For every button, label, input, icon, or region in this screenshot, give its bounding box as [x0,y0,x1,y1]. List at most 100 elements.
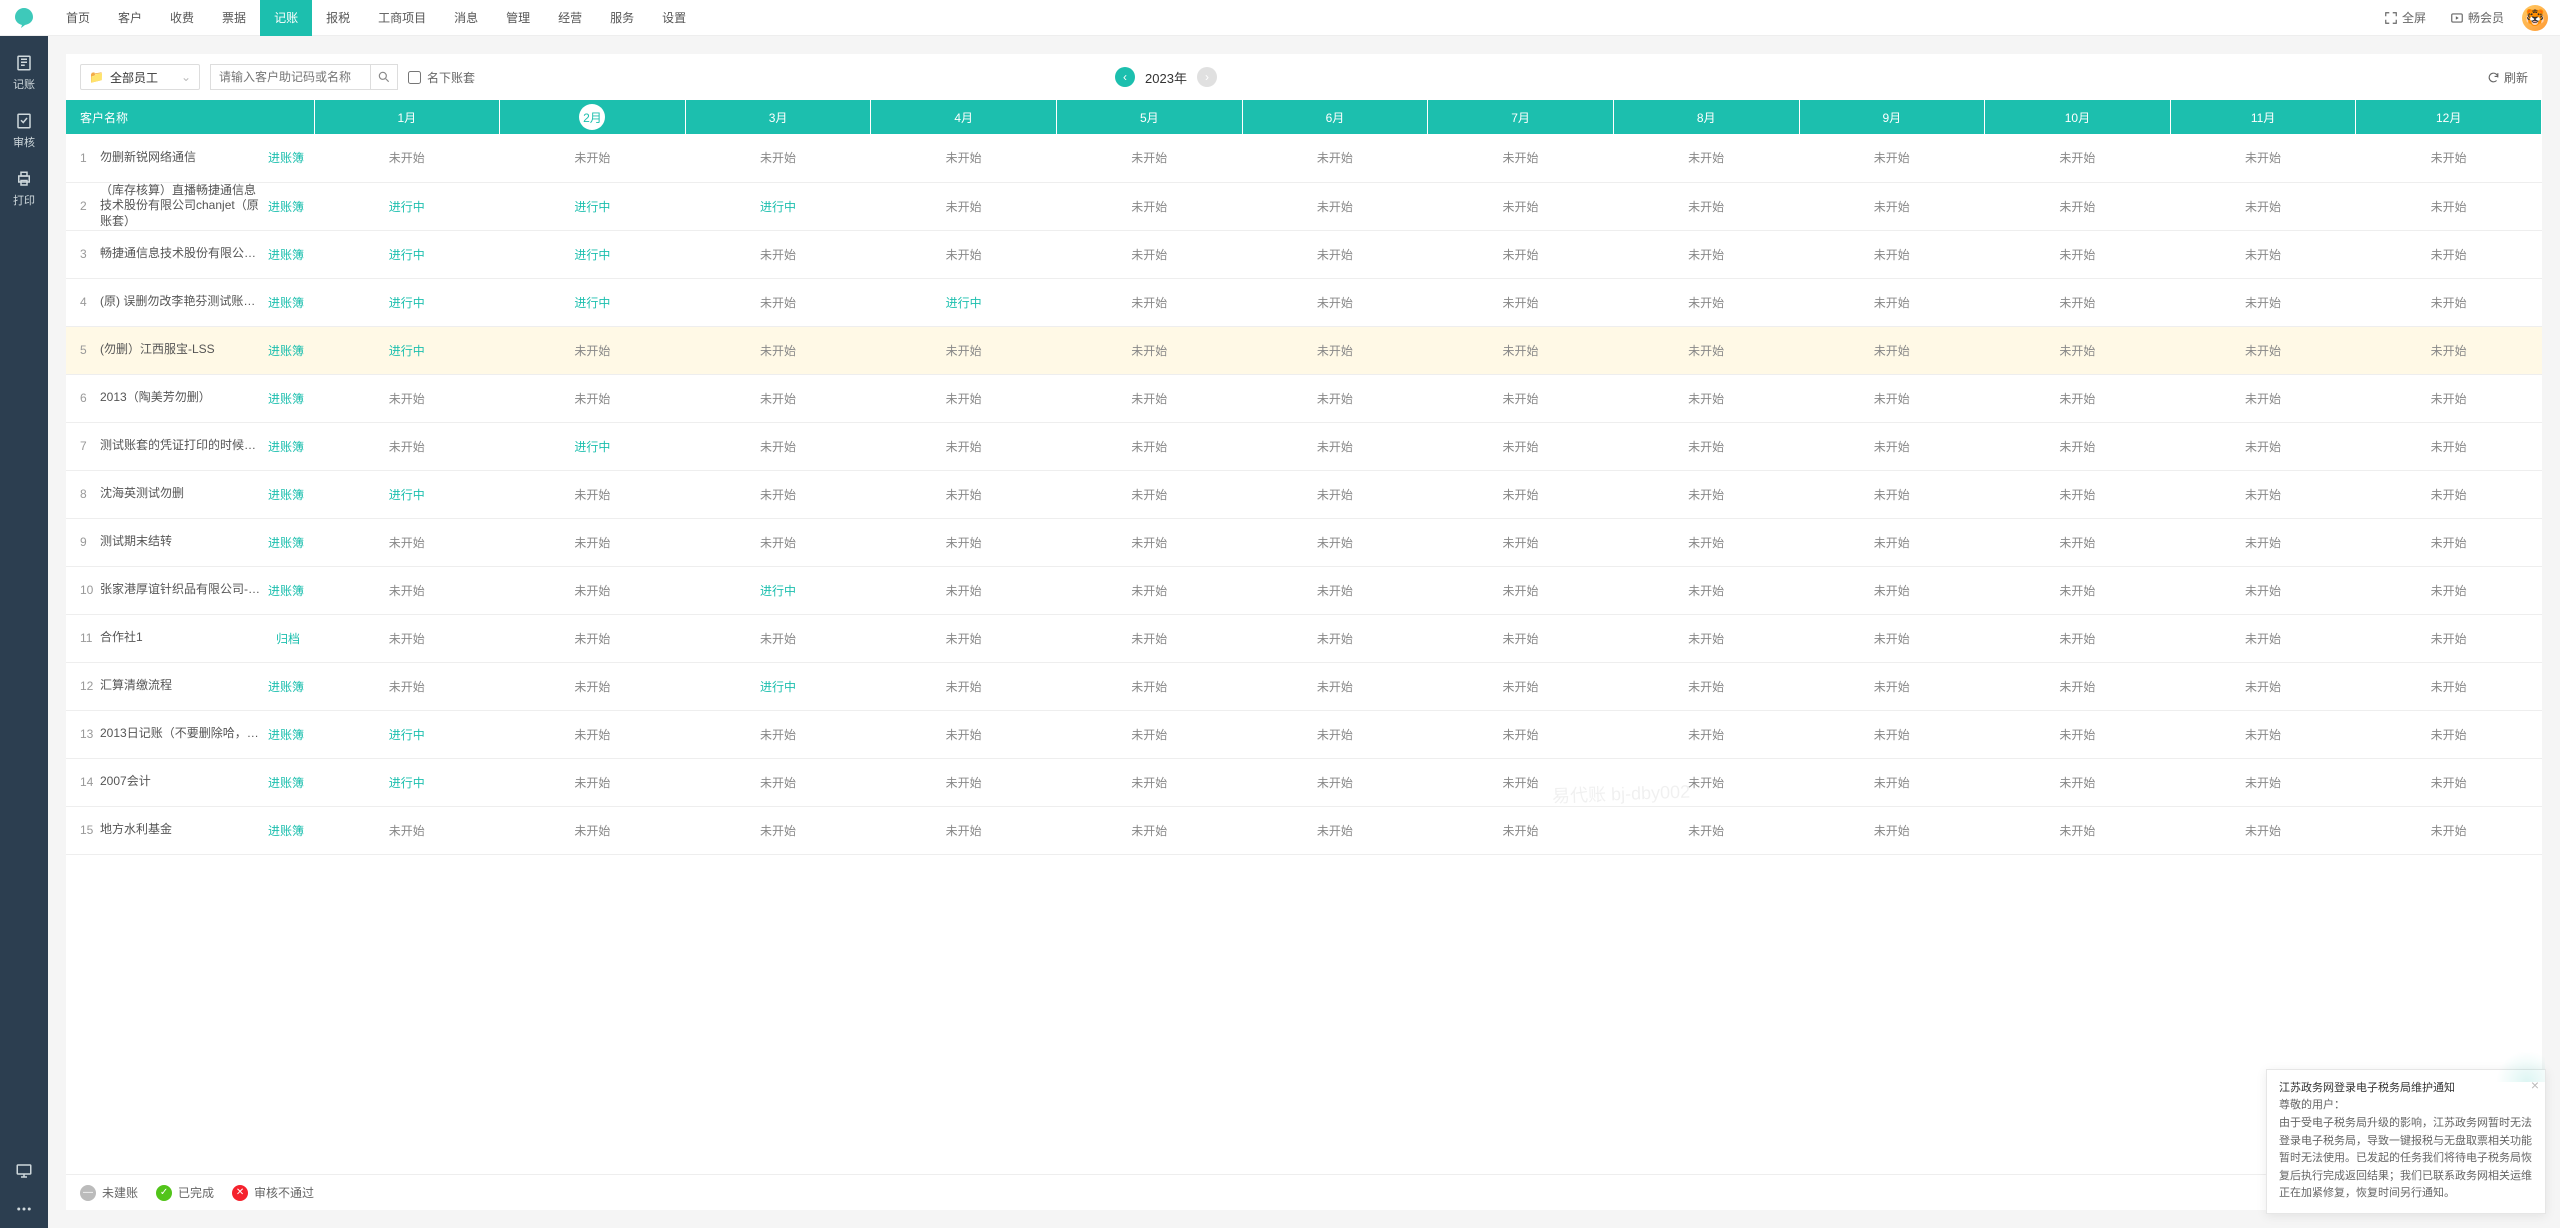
status-cell[interactable]: 未开始 [1613,470,1799,518]
status-cell[interactable]: 未开始 [2170,662,2356,710]
own-accounts-checkbox[interactable]: 名下账套 [408,69,475,86]
table-row[interactable]: 132013日记账（不要删除哈，谢谢）进账簿进行中未开始未开始未开始未开始未开始… [66,710,2542,758]
status-cell[interactable]: 未开始 [2356,518,2542,566]
status-cell[interactable]: 未开始 [2170,326,2356,374]
ledger-link[interactable]: 进账簿 [268,149,304,166]
status-cell[interactable]: 未开始 [1428,422,1614,470]
status-cell[interactable]: 未开始 [500,470,686,518]
status-cell[interactable]: 未开始 [1428,566,1614,614]
status-cell[interactable]: 未开始 [2170,710,2356,758]
ledger-link[interactable]: 进账簿 [268,534,304,551]
avatar[interactable]: 🐯 [2522,5,2548,31]
table-row[interactable]: 9测试期末结转进账簿未开始未开始未开始未开始未开始未开始未开始未开始未开始未开始… [66,518,2542,566]
status-cell[interactable]: 未开始 [1799,470,1985,518]
status-cell[interactable]: 未开始 [1985,470,2171,518]
status-cell[interactable]: 未开始 [871,422,1057,470]
status-cell[interactable]: 未开始 [314,518,500,566]
status-cell[interactable]: 未开始 [685,614,871,662]
status-cell[interactable]: 未开始 [1242,134,1428,182]
status-cell[interactable]: 未开始 [2356,566,2542,614]
status-cell[interactable]: 未开始 [1799,422,1985,470]
header-month-5[interactable]: 5月 [1057,100,1243,134]
status-cell[interactable]: 未开始 [1242,806,1428,854]
status-cell[interactable]: 进行中 [685,566,871,614]
status-cell[interactable]: 未开始 [1057,182,1243,230]
status-cell[interactable]: 未开始 [1057,518,1243,566]
search-input[interactable] [210,64,370,90]
status-cell[interactable]: 未开始 [871,806,1057,854]
status-cell[interactable]: 进行中 [500,422,686,470]
status-cell[interactable]: 未开始 [1985,614,2171,662]
status-cell[interactable]: 进行中 [314,182,500,230]
ledger-link[interactable]: 进账簿 [268,486,304,503]
status-cell[interactable]: 未开始 [1613,230,1799,278]
status-cell[interactable]: 进行中 [314,710,500,758]
status-cell[interactable]: 未开始 [1985,230,2171,278]
status-cell[interactable]: 未开始 [2356,182,2542,230]
status-cell[interactable]: 未开始 [1613,806,1799,854]
status-cell[interactable]: 未开始 [1799,374,1985,422]
status-cell[interactable]: 未开始 [1057,710,1243,758]
year-next-button[interactable]: › [1197,67,1217,87]
status-cell[interactable]: 未开始 [500,806,686,854]
status-cell[interactable]: 未开始 [500,326,686,374]
status-cell[interactable]: 未开始 [1799,662,1985,710]
status-cell[interactable]: 未开始 [1242,710,1428,758]
status-cell[interactable]: 未开始 [1799,230,1985,278]
status-cell[interactable]: 未开始 [1613,518,1799,566]
status-cell[interactable]: 未开始 [500,374,686,422]
status-cell[interactable]: 未开始 [1613,422,1799,470]
status-cell[interactable]: 未开始 [314,422,500,470]
status-cell[interactable]: 未开始 [1428,230,1614,278]
status-cell[interactable]: 未开始 [1613,566,1799,614]
status-cell[interactable]: 未开始 [2170,758,2356,806]
status-cell[interactable]: 未开始 [2170,518,2356,566]
status-cell[interactable]: 未开始 [2356,614,2542,662]
status-cell[interactable]: 未开始 [2356,278,2542,326]
status-cell[interactable]: 进行中 [500,230,686,278]
status-cell[interactable]: 未开始 [2170,230,2356,278]
header-month-1[interactable]: 1月 [314,100,500,134]
header-month-9[interactable]: 9月 [1799,100,1985,134]
table-row[interactable]: 5(勿删）江西服宝-LSS进账簿进行中未开始未开始未开始未开始未开始未开始未开始… [66,326,2542,374]
status-cell[interactable]: 未开始 [1985,566,2171,614]
status-cell[interactable]: 未开始 [1242,758,1428,806]
status-cell[interactable]: 未开始 [2170,614,2356,662]
topnav-item-11[interactable]: 设置 [648,0,700,36]
status-cell[interactable]: 未开始 [685,278,871,326]
status-cell[interactable]: 未开始 [1057,374,1243,422]
status-cell[interactable]: 未开始 [1057,614,1243,662]
header-month-12[interactable]: 12月 [2356,100,2542,134]
header-month-11[interactable]: 11月 [2170,100,2356,134]
status-cell[interactable]: 未开始 [1057,470,1243,518]
status-cell[interactable]: 未开始 [1985,182,2171,230]
year-prev-button[interactable]: ‹ [1115,67,1135,87]
topnav-item-7[interactable]: 消息 [440,0,492,36]
topnav-item-4[interactable]: 记账 [260,0,312,36]
status-cell[interactable]: 未开始 [1613,374,1799,422]
status-cell[interactable]: 未开始 [1613,134,1799,182]
status-cell[interactable]: 未开始 [1057,278,1243,326]
status-cell[interactable]: 未开始 [1985,278,2171,326]
table-row[interactable]: 8沈海英测试勿删进账簿进行中未开始未开始未开始未开始未开始未开始未开始未开始未开… [66,470,2542,518]
status-cell[interactable]: 未开始 [2356,326,2542,374]
status-cell[interactable]: 未开始 [871,662,1057,710]
status-cell[interactable]: 未开始 [1428,710,1614,758]
table-row[interactable]: 15地方水利基金进账簿未开始未开始未开始未开始未开始未开始未开始未开始未开始未开… [66,806,2542,854]
header-month-4[interactable]: 4月 [871,100,1057,134]
status-cell[interactable]: 未开始 [2356,662,2542,710]
status-cell[interactable]: 未开始 [1799,134,1985,182]
search-button[interactable] [370,64,398,90]
table-row[interactable]: 3畅捷通信息技术股份有限公司民非测试进账簿进行中进行中未开始未开始未开始未开始未… [66,230,2542,278]
table-row[interactable]: 62013（陶美芳勿删）进账簿未开始未开始未开始未开始未开始未开始未开始未开始未… [66,374,2542,422]
status-cell[interactable]: 未开始 [1242,566,1428,614]
status-cell[interactable]: 未开始 [314,662,500,710]
popup-close-button[interactable]: × [2531,1074,2539,1096]
status-cell[interactable]: 未开始 [2170,470,2356,518]
status-cell[interactable]: 未开始 [1799,758,1985,806]
status-cell[interactable]: 未开始 [1985,662,2171,710]
topnav-item-2[interactable]: 收费 [156,0,208,36]
status-cell[interactable]: 进行中 [871,278,1057,326]
status-cell[interactable]: 未开始 [1799,614,1985,662]
status-cell[interactable]: 未开始 [1428,470,1614,518]
